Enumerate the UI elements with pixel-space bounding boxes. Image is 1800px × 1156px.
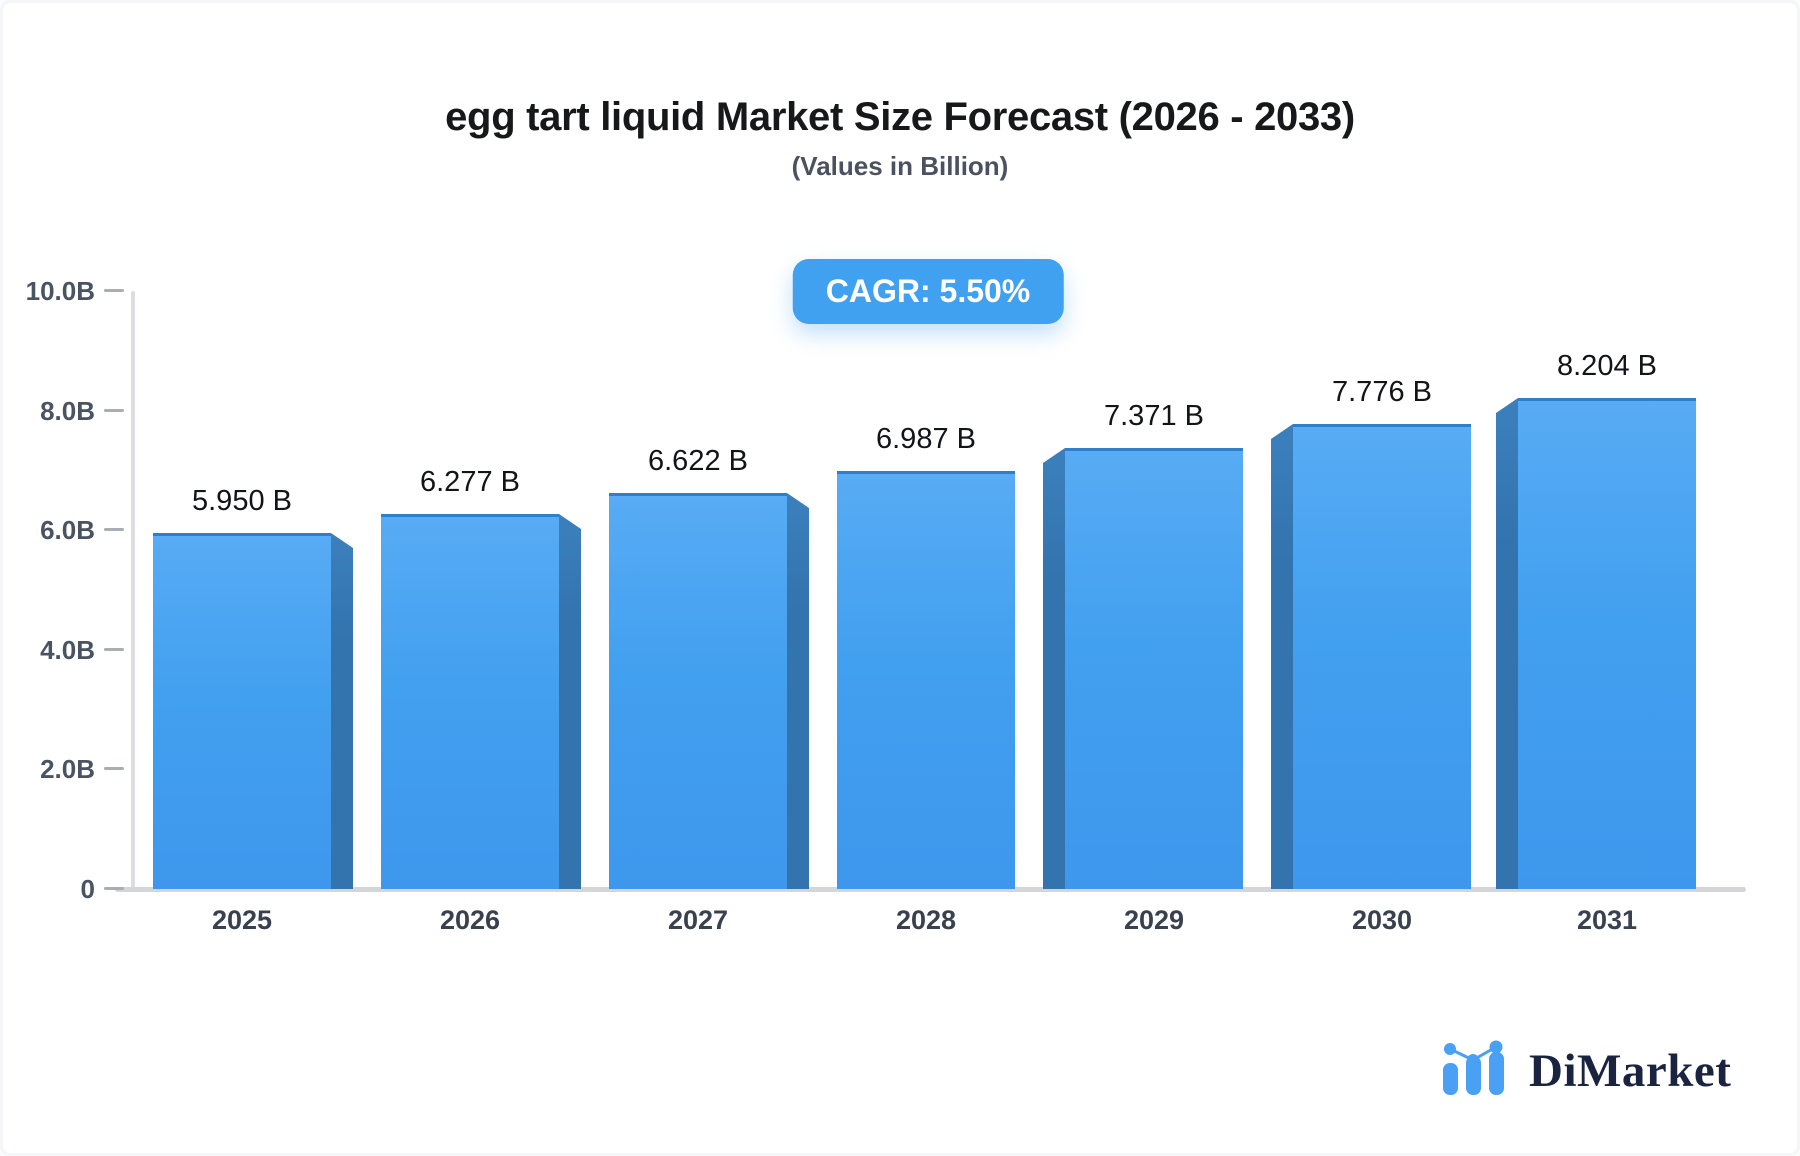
bar-value-label: 8.204 B — [1557, 350, 1657, 382]
chart-subtitle: (Values in Billion) — [791, 151, 1009, 181]
x-axis-label: 2027 — [667, 905, 729, 935]
y-axis-tick-label: 0 — [80, 874, 95, 904]
bar-front-face — [153, 533, 331, 889]
y-axis-tick-mark — [104, 647, 124, 651]
chart-title: egg tart liquid Market Size Forecast (20… — [445, 95, 1355, 139]
y-axis-tick-label: 4.0B — [40, 634, 95, 665]
brand-logo: DiMarket — [1439, 1039, 1731, 1097]
bar — [609, 493, 809, 889]
bar-value-label: 5.950 B — [192, 485, 292, 517]
brand-logo-text: DiMarket — [1529, 1045, 1732, 1097]
bar-value-label: 7.371 B — [1104, 400, 1204, 432]
bar — [1043, 448, 1243, 889]
bar-side-face — [331, 533, 353, 889]
x-axis-label: 2030 — [1351, 905, 1413, 935]
cagr-badge: CAGR: 5.50% — [792, 259, 1064, 324]
bar-front-face — [1065, 448, 1243, 889]
y-axis-tick-label: 8.0B — [40, 395, 95, 426]
x-axis-label: 2029 — [1123, 905, 1185, 935]
y-axis-tick-mark — [104, 408, 124, 412]
bar-value-label: 6.622 B — [648, 445, 748, 477]
y-axis-tick-label: 2.0B — [40, 754, 95, 785]
bar-front-face — [381, 514, 559, 889]
bar-value-label: 7.776 B — [1332, 376, 1432, 408]
x-axis-label: 2031 — [1576, 905, 1638, 935]
y-axis-tick-label: 6.0B — [40, 515, 95, 546]
x-axis-baseline — [115, 887, 1746, 892]
bar-value-label: 6.277 B — [420, 466, 520, 498]
bar-front-face — [609, 493, 787, 889]
x-axis-label: 2025 — [211, 905, 273, 935]
y-axis-tick-mark — [104, 887, 124, 890]
bar-side-face — [559, 514, 581, 889]
y-axis-tick-mark — [104, 289, 124, 292]
y-axis-tick-mark — [104, 767, 124, 771]
bar-value-label: 6.987 B — [876, 423, 976, 455]
bar-front-face — [837, 471, 1015, 889]
bar — [837, 471, 1015, 889]
bar — [381, 514, 581, 889]
bar-line-chart-icon — [1443, 1040, 1504, 1095]
bar — [153, 533, 353, 889]
bar-side-face — [1496, 398, 1518, 889]
bar-side-face — [1271, 424, 1293, 889]
y-axis-tick-label: 10.0B — [25, 276, 95, 306]
bar-front-face — [1518, 398, 1696, 889]
y-axis-tick-mark — [104, 528, 124, 532]
y-axis-line — [131, 291, 135, 889]
bar-side-face — [1043, 448, 1065, 889]
bar-front-face — [1293, 424, 1471, 889]
x-axis-label: 2026 — [439, 905, 501, 935]
x-axis-label: 2028 — [895, 905, 957, 935]
bar — [1271, 424, 1471, 889]
bar — [1496, 398, 1696, 889]
bar-side-face — [787, 493, 809, 889]
